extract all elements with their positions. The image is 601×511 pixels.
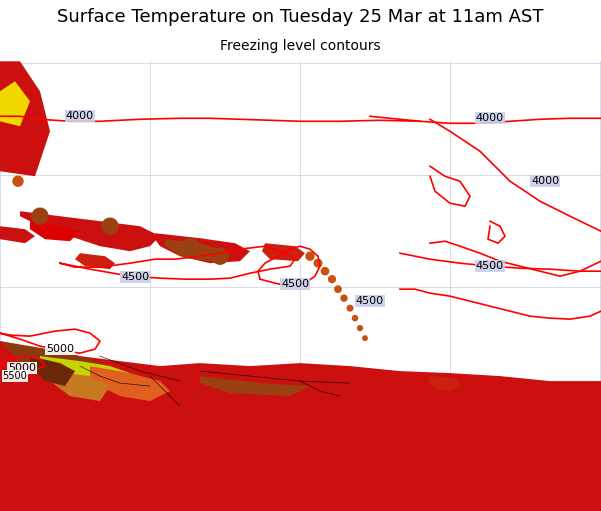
Text: 5500: 5500 <box>2 371 28 381</box>
Circle shape <box>20 161 30 171</box>
Text: 5000: 5000 <box>46 344 74 354</box>
Circle shape <box>212 248 228 264</box>
Polygon shape <box>155 233 250 263</box>
Circle shape <box>32 208 48 224</box>
Polygon shape <box>75 253 115 269</box>
Polygon shape <box>30 356 75 386</box>
Circle shape <box>102 218 118 234</box>
Circle shape <box>329 276 335 283</box>
Text: 4500: 4500 <box>356 296 384 306</box>
Text: 4500: 4500 <box>121 272 149 282</box>
Polygon shape <box>0 81 30 126</box>
Circle shape <box>182 238 198 254</box>
Circle shape <box>10 146 20 156</box>
Circle shape <box>352 315 358 321</box>
Polygon shape <box>262 243 305 261</box>
Circle shape <box>25 131 35 141</box>
Polygon shape <box>40 356 130 391</box>
Circle shape <box>347 306 353 311</box>
Circle shape <box>322 268 329 275</box>
Text: 4500: 4500 <box>476 261 504 271</box>
Polygon shape <box>30 221 80 241</box>
Polygon shape <box>0 341 601 511</box>
Polygon shape <box>200 376 310 396</box>
Polygon shape <box>20 211 160 251</box>
Text: 4000: 4000 <box>476 113 504 123</box>
Polygon shape <box>428 376 460 391</box>
Polygon shape <box>50 371 110 401</box>
Text: Freezing level contours: Freezing level contours <box>220 39 381 53</box>
Text: 5000: 5000 <box>8 363 36 373</box>
Circle shape <box>306 252 314 260</box>
Circle shape <box>335 286 341 292</box>
Polygon shape <box>0 341 120 391</box>
Polygon shape <box>90 366 170 401</box>
Circle shape <box>358 326 362 331</box>
Polygon shape <box>0 61 50 176</box>
Text: Surface Temperature on Tuesday 25 Mar at 11am AST: Surface Temperature on Tuesday 25 Mar at… <box>57 8 544 26</box>
Circle shape <box>363 336 367 340</box>
Circle shape <box>341 295 347 301</box>
Text: 4000: 4000 <box>531 176 559 186</box>
Circle shape <box>13 176 23 186</box>
Polygon shape <box>165 239 225 261</box>
Polygon shape <box>0 226 35 243</box>
Text: 4000: 4000 <box>66 111 94 121</box>
Circle shape <box>314 260 322 267</box>
Text: 4500: 4500 <box>281 279 309 289</box>
